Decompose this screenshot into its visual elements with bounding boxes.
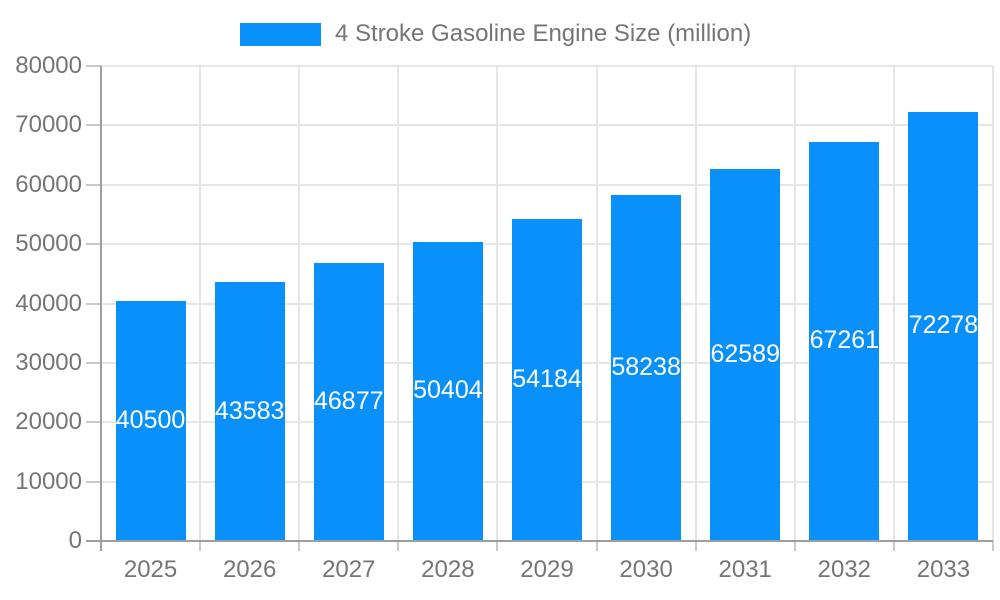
bar-2031[interactable] [710, 169, 781, 541]
y-axis-tick-label: 30000 [15, 348, 82, 376]
bar-2026[interactable] [214, 282, 285, 541]
x-gridline [298, 66, 301, 541]
bar-value-label: 72278 [908, 311, 979, 340]
y-axis-tick-label: 20000 [15, 408, 82, 436]
bar-value-label: 54184 [512, 365, 582, 394]
bar-value-label: 58238 [611, 353, 681, 382]
bar-2029[interactable] [512, 219, 582, 541]
x-tick [298, 541, 301, 551]
x-tick [892, 541, 895, 551]
x-axis-tick-label: 2028 [421, 556, 475, 583]
y-tick [86, 480, 101, 483]
x-axis-line [86, 540, 993, 542]
bar-2025[interactable] [115, 300, 186, 541]
bar-value-label: 43583 [214, 396, 285, 425]
y-tick [86, 124, 101, 127]
y-gridline [101, 183, 993, 186]
x-axis-tick-label: 2030 [619, 556, 673, 583]
legend: 4 Stroke Gasoline Engine Size (million) [240, 20, 751, 48]
y-gridline [101, 124, 993, 127]
legend-swatch [240, 22, 321, 46]
y-axis-tick-label: 50000 [15, 230, 82, 258]
y-axis-tick-label: 80000 [15, 52, 82, 79]
y-axis-tick-label: 40000 [15, 289, 82, 317]
bar-2027[interactable] [313, 262, 384, 541]
y-axis-tick-label: 70000 [15, 111, 82, 139]
x-axis-tick-label: 2033 [916, 556, 971, 583]
bar-2032[interactable] [809, 141, 880, 541]
y-axis-tick-label: 10000 [15, 467, 82, 495]
x-tick [595, 541, 598, 551]
y-tick [86, 361, 101, 364]
bar-value-label: 62589 [710, 340, 780, 369]
x-gridline [694, 66, 697, 541]
x-gridline [793, 66, 796, 541]
x-tick [694, 541, 697, 551]
x-tick [397, 541, 400, 551]
bar-value-label: 67261 [809, 326, 880, 355]
x-tick [199, 541, 202, 551]
x-axis-tick-label: 2027 [322, 556, 376, 583]
legend-item[interactable]: 4 Stroke Gasoline Engine Size (million) [240, 20, 751, 48]
y-tick [86, 243, 101, 246]
y-tick [86, 302, 101, 305]
x-gridline [892, 66, 895, 541]
x-tick [992, 541, 994, 551]
bar-value-label: 46877 [314, 386, 384, 415]
x-tick [496, 541, 499, 551]
x-gridline [496, 66, 499, 541]
x-tick [793, 541, 796, 551]
legend-label: 4 Stroke Gasoline Engine Size (million) [335, 20, 752, 47]
y-axis-line [100, 66, 102, 551]
bar-2030[interactable] [611, 195, 682, 541]
x-gridline [992, 66, 994, 541]
x-axis-tick-label: 2025 [123, 556, 178, 583]
y-axis-tick-label: 60000 [15, 170, 82, 198]
x-gridline [595, 66, 598, 541]
y-tick [86, 65, 101, 67]
x-gridline [397, 66, 400, 541]
x-axis-tick-label: 2031 [718, 556, 772, 583]
bar-value-label: 50404 [413, 376, 483, 405]
y-axis-tick-label: 0 [68, 527, 82, 554]
bar-value-label: 40500 [115, 405, 186, 434]
bar-2033[interactable] [908, 111, 979, 541]
x-axis-tick-label: 2026 [222, 556, 277, 583]
x-gridline [199, 66, 202, 541]
x-axis-tick-label: 2029 [520, 556, 574, 583]
bar-2028[interactable] [412, 241, 483, 541]
y-tick [86, 421, 101, 424]
y-tick [86, 183, 101, 186]
y-gridline [101, 65, 993, 67]
x-axis-tick-label: 2032 [817, 556, 872, 583]
